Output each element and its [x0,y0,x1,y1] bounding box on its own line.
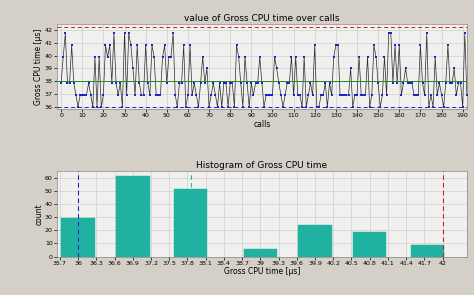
Bar [174,189,207,257]
Bar [244,249,277,257]
Y-axis label: count: count [35,203,44,224]
Title: Histogram of Gross CPU time: Histogram of Gross CPU time [196,161,328,170]
Bar [116,176,149,257]
Y-axis label: Gross CPU time [µs]: Gross CPU time [µs] [34,28,43,105]
Title: value of Gross CPU time over calls: value of Gross CPU time over calls [184,14,340,23]
X-axis label: Gross CPU time [µs]: Gross CPU time [µs] [224,267,300,276]
Bar [410,245,444,257]
Bar [298,225,332,257]
X-axis label: calls: calls [253,120,271,129]
Bar [353,232,386,257]
Bar [62,218,95,257]
